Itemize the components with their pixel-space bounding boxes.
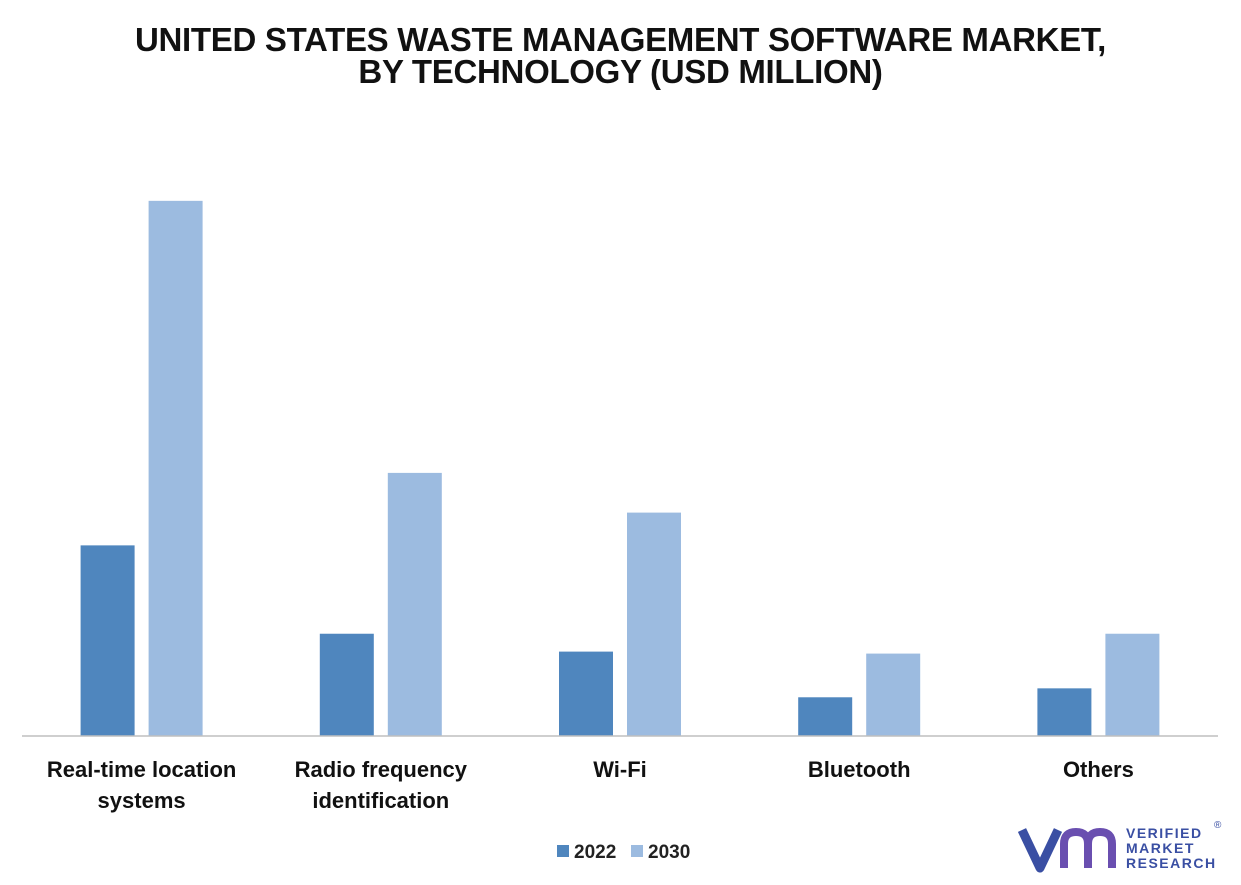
- vmr-logo: VERIFIED MARKET RESEARCH ®: [1017, 820, 1228, 878]
- logo-line-research: RESEARCH: [1126, 855, 1217, 871]
- vmr-logo-text: VERIFIED MARKET RESEARCH: [1126, 826, 1217, 871]
- bar-2022-1: [319, 633, 374, 736]
- category-label-3: Bluetooth: [808, 757, 911, 782]
- bar-2030-0: [148, 200, 203, 737]
- bar-2030-2: [627, 512, 681, 736]
- vmr-logo-icon: [1017, 827, 1116, 873]
- category-label-0: Real-time location systems: [47, 757, 236, 813]
- bar-2030-4: [1105, 633, 1160, 736]
- bar-2030-3: [866, 653, 921, 736]
- registered-mark: ®: [1214, 820, 1222, 831]
- bars-group: [80, 200, 1160, 737]
- legend: 2022 2030: [557, 842, 690, 863]
- category-label-2: Wi-Fi: [593, 757, 647, 782]
- bar-2022-2: [559, 651, 613, 736]
- legend-swatch-2030: [631, 845, 643, 857]
- category-label-1-line-0: Radio frequency: [295, 757, 468, 782]
- category-label-1-line-1: identification: [312, 788, 449, 813]
- bar-2022-3: [798, 697, 853, 736]
- category-label-4-line-0: Others: [1063, 757, 1134, 782]
- bar-2022-0: [80, 545, 135, 736]
- category-label-3-line-0: Bluetooth: [808, 757, 911, 782]
- category-label-4: Others: [1063, 757, 1134, 782]
- bar-2022-4: [1037, 688, 1092, 736]
- logo-line-verified: VERIFIED: [1126, 825, 1203, 841]
- logo-line-market: MARKET: [1126, 840, 1195, 856]
- chart-title-line-1: UNITED STATES WASTE MANAGEMENT SOFTWARE …: [134, 21, 1106, 58]
- legend-swatch-2022: [557, 845, 569, 857]
- legend-label-2022: 2022: [574, 842, 616, 863]
- chart-title: UNITED STATES WASTE MANAGEMENT SOFTWARE …: [0, 21, 1241, 90]
- category-label-0-line-0: Real-time location: [47, 757, 236, 782]
- bar-2030-1: [387, 472, 442, 736]
- category-label-1: Radio frequency identification: [295, 757, 468, 813]
- chart-title-line-2: BY TECHNOLOGY (USD MILLION): [358, 53, 883, 90]
- category-label-0-line-1: systems: [98, 788, 186, 813]
- category-label-2-line-0: Wi-Fi: [593, 757, 647, 782]
- category-labels: Real-time location systems Radio frequency…: [47, 757, 1134, 813]
- legend-label-2030: 2030: [648, 842, 690, 863]
